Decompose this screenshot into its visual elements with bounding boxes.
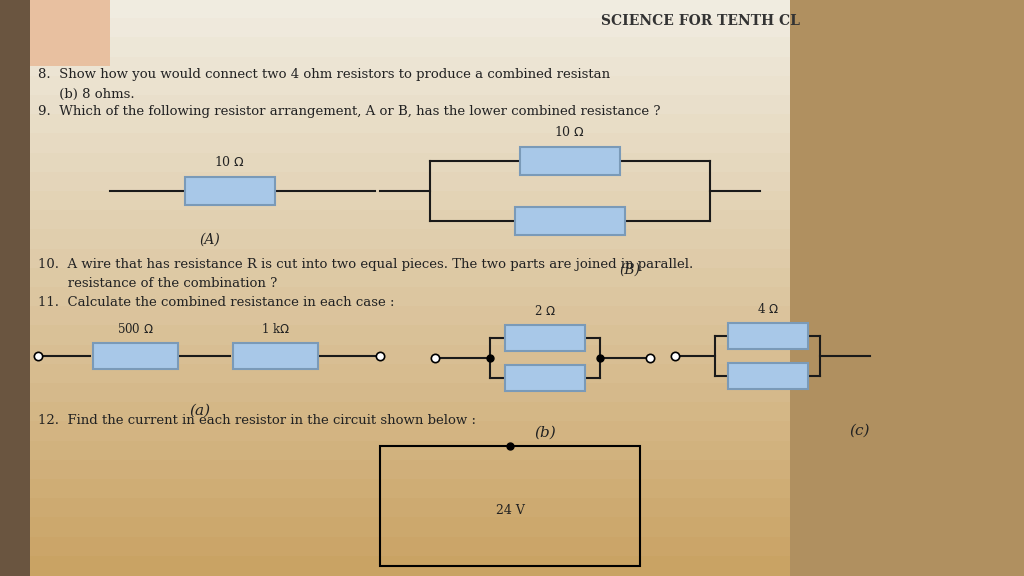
- Bar: [505, 365, 585, 391]
- Bar: [30, 479, 790, 499]
- Bar: [30, 153, 790, 173]
- Text: 4 $\Omega$: 4 $\Omega$: [757, 302, 778, 316]
- Bar: [727, 363, 808, 389]
- Bar: [30, 18, 790, 39]
- Bar: [30, 0, 110, 66]
- Text: 10 $\Omega$: 10 $\Omega$: [214, 155, 246, 169]
- Bar: [30, 0, 790, 19]
- Text: 12.  Find the current in each resistor in the circuit shown below :: 12. Find the current in each resistor in…: [38, 414, 476, 427]
- Bar: [515, 207, 625, 235]
- Text: 2 $\Omega$: 2 $\Omega$: [535, 304, 556, 318]
- Bar: [30, 134, 790, 154]
- Bar: [505, 325, 585, 351]
- Bar: [30, 56, 790, 77]
- Bar: [727, 323, 808, 349]
- Bar: [30, 517, 790, 537]
- Bar: [0, 0, 30, 576]
- Bar: [30, 422, 790, 442]
- Bar: [30, 287, 790, 307]
- Bar: [30, 441, 790, 461]
- Bar: [30, 0, 790, 576]
- Bar: [30, 402, 790, 422]
- Bar: [30, 306, 790, 327]
- Text: resistance of the combination ?: resistance of the combination ?: [38, 277, 278, 290]
- Bar: [30, 172, 790, 192]
- Text: (c): (c): [850, 424, 870, 438]
- Bar: [232, 343, 317, 369]
- Bar: [30, 268, 790, 288]
- Text: (b) 8 ohms.: (b) 8 ohms.: [38, 88, 134, 101]
- Text: 10.  A wire that has resistance R is cut into two equal pieces. The two parts ar: 10. A wire that has resistance R is cut …: [38, 258, 693, 271]
- Bar: [30, 37, 790, 58]
- Bar: [30, 498, 790, 518]
- Bar: [30, 325, 790, 346]
- Bar: [30, 364, 790, 384]
- Text: 2 $\Omega$: 2 $\Omega$: [535, 371, 556, 385]
- Text: 1 k$\Omega$: 1 k$\Omega$: [260, 322, 290, 336]
- Text: 9.  Which of the following resistor arrangement, A or B, has the lower combined : 9. Which of the following resistor arran…: [38, 105, 660, 118]
- Bar: [30, 210, 790, 230]
- Bar: [30, 249, 790, 269]
- Bar: [30, 76, 790, 96]
- Text: 24 V: 24 V: [496, 505, 524, 517]
- Text: (B): (B): [620, 263, 640, 277]
- Text: (A): (A): [200, 233, 220, 247]
- Bar: [30, 95, 790, 115]
- Bar: [30, 229, 790, 249]
- Bar: [520, 147, 620, 175]
- Bar: [380, 446, 640, 566]
- Bar: [185, 177, 275, 205]
- Bar: [790, 0, 1024, 576]
- Bar: [30, 344, 790, 365]
- Text: (a): (a): [189, 404, 211, 418]
- Bar: [92, 343, 177, 369]
- Bar: [30, 191, 790, 211]
- Bar: [30, 556, 790, 576]
- Bar: [30, 114, 790, 134]
- Text: SCIENCE FOR TENTH CL: SCIENCE FOR TENTH CL: [600, 14, 800, 28]
- Bar: [30, 537, 790, 557]
- Text: 1000 $\Omega$: 1000 $\Omega$: [548, 214, 592, 228]
- Bar: [30, 460, 790, 480]
- Text: (b): (b): [535, 426, 556, 440]
- Bar: [30, 383, 790, 403]
- Text: 8.  Show how you would connect two 4 ohm resistors to produce a combined resista: 8. Show how you would connect two 4 ohm …: [38, 68, 610, 81]
- Text: 11.  Calculate the combined resistance in each case :: 11. Calculate the combined resistance in…: [38, 296, 394, 309]
- Text: 500 $\Omega$: 500 $\Omega$: [117, 322, 154, 336]
- Text: 38: 38: [54, 22, 85, 44]
- Text: 10 $\Omega$: 10 $\Omega$: [555, 125, 586, 139]
